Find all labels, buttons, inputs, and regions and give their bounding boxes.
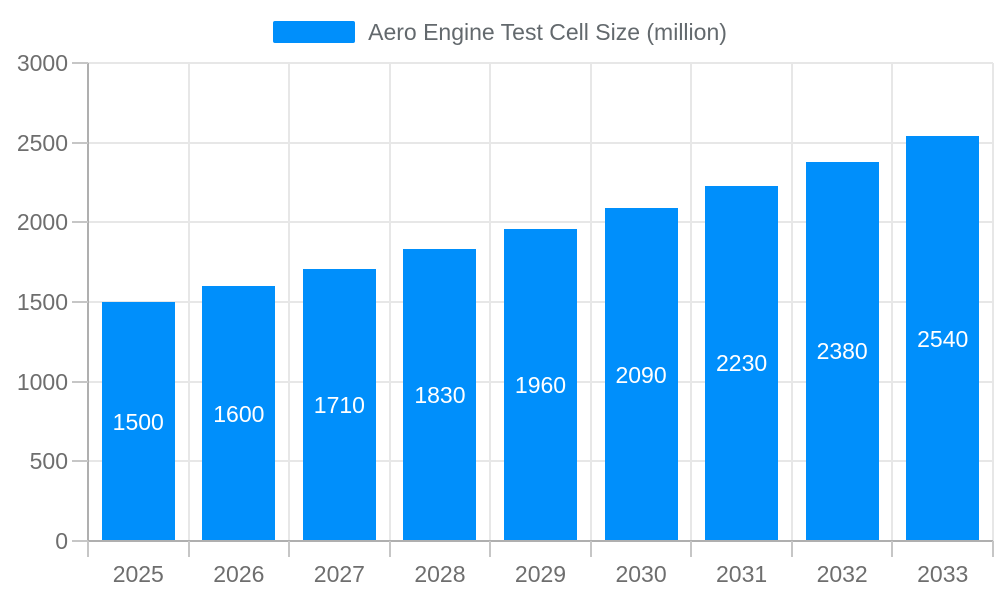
gridline-horizontal <box>88 141 993 144</box>
y-axis-tick <box>72 141 88 144</box>
gridline-vertical <box>489 63 492 541</box>
x-axis-tick <box>589 541 592 557</box>
x-axis-label: 2026 <box>213 561 265 587</box>
y-axis-tick <box>72 540 88 542</box>
y-axis-label: 3000 <box>16 50 68 76</box>
x-axis-line <box>88 540 993 542</box>
bar-2032[interactable]: 2380 <box>805 161 879 541</box>
legend-label: Aero Engine Test Cell Size (million) <box>368 19 727 45</box>
gridline-vertical <box>992 63 994 541</box>
gridline-vertical <box>288 63 291 541</box>
plot-area: 1500 1600 1710 1830 1960 2090 2230 2380 2540 <box>88 62 994 541</box>
x-axis-tick <box>187 541 190 557</box>
y-axis-tick <box>72 301 88 303</box>
gridline-vertical <box>690 63 693 541</box>
gridline-vertical <box>790 63 793 541</box>
gridline-vertical <box>187 63 190 541</box>
y-axis-label: 1500 <box>16 289 68 315</box>
x-axis-tick <box>790 541 793 557</box>
y-axis-label: 2000 <box>16 209 68 236</box>
bar-2030[interactable]: 2090 <box>604 208 678 541</box>
gridline-vertical <box>891 63 894 541</box>
y-axis-tick <box>72 62 88 64</box>
x-axis-label: 2033 <box>917 561 969 587</box>
y-axis-label: 1000 <box>16 368 68 395</box>
bar-data-label: 2380 <box>816 338 868 365</box>
bar-data-label: 1960 <box>514 371 567 398</box>
bar-data-label: 2090 <box>615 361 667 388</box>
bar-2027[interactable]: 1710 <box>302 268 376 541</box>
x-axis-label: 2028 <box>414 561 466 587</box>
bar-2028[interactable]: 1830 <box>403 249 477 541</box>
x-axis-tick <box>288 541 291 557</box>
x-axis-tick <box>992 541 994 557</box>
y-axis-label: 2500 <box>16 129 68 156</box>
bar-data-label: 1710 <box>313 391 365 418</box>
bar-data-label: 2540 <box>917 325 969 352</box>
x-axis-label: 2029 <box>514 561 567 587</box>
y-axis-tick <box>72 460 88 463</box>
y-axis-label: 0 <box>55 528 68 554</box>
gridline-vertical <box>388 63 391 541</box>
x-axis-label: 2027 <box>313 561 365 587</box>
y-axis-tick <box>72 380 88 383</box>
gridline-vertical <box>589 63 592 541</box>
x-axis-tick <box>489 541 492 557</box>
bar-data-label: 1600 <box>213 400 265 427</box>
x-axis-tick <box>388 541 391 557</box>
bar-2026[interactable]: 1600 <box>202 286 276 541</box>
legend-item[interactable]: Aero Engine Test Cell Size (million) <box>0 16 1000 48</box>
x-axis-label: 2030 <box>615 561 667 587</box>
bar-2033[interactable]: 2540 <box>906 136 980 541</box>
bar-data-label: 2230 <box>716 350 768 377</box>
x-axis-label: 2032 <box>816 561 868 587</box>
x-axis-tick <box>87 541 89 557</box>
y-axis-tick <box>72 221 88 224</box>
x-axis-label: 2025 <box>112 561 164 587</box>
bar-2025[interactable]: 1500 <box>101 302 175 541</box>
y-axis-label: 500 <box>29 448 68 475</box>
bar-data-label: 1830 <box>414 382 466 409</box>
bar-2031[interactable]: 2230 <box>705 185 779 541</box>
x-axis-tick <box>891 541 894 557</box>
x-axis-tick <box>690 541 693 557</box>
bar-2029[interactable]: 1960 <box>504 228 577 541</box>
x-axis-label: 2031 <box>716 561 768 587</box>
gridline-horizontal <box>88 221 993 224</box>
bar-data-label: 1500 <box>112 408 164 435</box>
legend-marker <box>273 21 356 43</box>
y-axis-line <box>87 63 89 557</box>
gridline-horizontal <box>88 62 993 64</box>
